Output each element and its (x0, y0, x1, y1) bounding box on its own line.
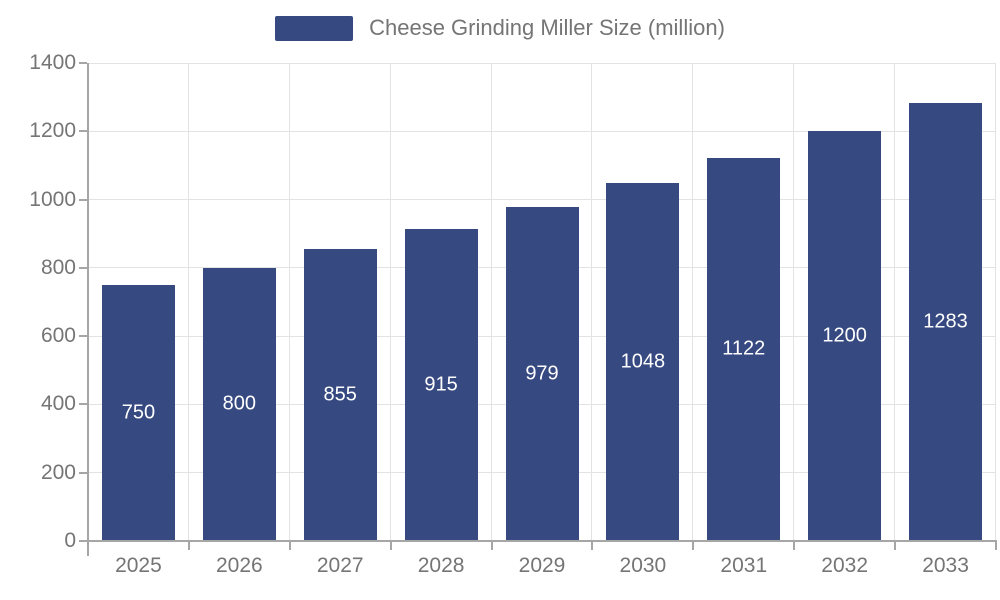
legend-swatch (275, 15, 354, 41)
y-axis-tick (79, 471, 87, 474)
v-gridline (591, 63, 593, 541)
legend[interactable]: Cheese Grinding Miller Size (million) (0, 15, 1000, 41)
v-gridline (793, 63, 795, 541)
x-tick-label: 2027 (316, 554, 364, 577)
y-tick-label: 1400 (29, 51, 76, 74)
x-axis-tick (894, 542, 897, 550)
bar[interactable]: 750 (101, 284, 175, 541)
h-gridline (88, 199, 996, 201)
y-tick-label: 200 (40, 460, 76, 484)
v-gridline (894, 63, 896, 541)
x-tick-label: 2029 (518, 554, 566, 577)
v-gridline (692, 63, 694, 541)
x-tick-label: 2031 (720, 554, 768, 577)
x-axis-line (87, 540, 997, 542)
bar-value-label: 1048 (620, 350, 666, 373)
bar[interactable]: 915 (404, 228, 478, 541)
v-gridline (288, 63, 290, 541)
x-axis-tick (389, 542, 392, 550)
bar-value-label: 800 (222, 392, 257, 415)
y-tick-label: 600 (40, 324, 76, 348)
bar-value-label: 1122 (722, 337, 766, 360)
y-axis-tick (79, 335, 87, 338)
x-axis-tick (288, 542, 291, 550)
y-axis-tick (79, 198, 87, 201)
bar-value-label: 750 (121, 401, 156, 424)
bar-value-label: 979 (525, 362, 559, 385)
y-axis-tick (79, 540, 87, 542)
plot-area: 750 800 855 915 979 1048 1122 1200 1283 0 200 400 60… (29, 51, 997, 577)
y-axis-tick (79, 266, 87, 269)
bar[interactable]: 800 (202, 267, 276, 541)
y-tick-label: 400 (40, 392, 76, 416)
x-tick-label: 2033 (922, 554, 969, 577)
x-tick-label: 2026 (215, 554, 263, 577)
legend-label: Cheese Grinding Miller Size (million) (369, 15, 725, 40)
y-tick-label: 1200 (29, 119, 76, 143)
y-axis-tick (79, 62, 87, 64)
y-axis-tick (79, 130, 87, 133)
x-axis-tick (995, 542, 997, 550)
h-gridline (88, 62, 996, 64)
x-axis-tick (490, 542, 493, 550)
v-gridline (490, 63, 492, 541)
bar-value-label: 855 (323, 383, 357, 406)
v-gridline (995, 63, 996, 541)
h-gridline (88, 130, 996, 132)
bar[interactable]: 1122 (707, 157, 781, 541)
bar[interactable]: 979 (505, 206, 579, 541)
y-tick-label: 800 (40, 255, 76, 279)
v-gridline (389, 63, 391, 541)
x-axis-tick (87, 542, 89, 550)
v-gridline (187, 63, 189, 541)
y-axis-tick (79, 403, 87, 406)
y-tick-label: 0 (64, 529, 76, 552)
bar[interactable]: 1283 (909, 102, 983, 541)
x-axis-tick (591, 542, 594, 550)
bar-value-label: 915 (424, 373, 458, 396)
bar-value-label: 1200 (822, 324, 867, 347)
x-axis-tick (793, 542, 796, 550)
y-tick-label: 1000 (29, 187, 76, 211)
y-axis-line (87, 63, 89, 556)
x-tick-label: 2032 (821, 554, 869, 577)
x-tick-label: 2028 (417, 554, 465, 577)
bar[interactable]: 855 (303, 249, 377, 541)
bar-value-label: 1283 (923, 310, 968, 333)
bar[interactable]: 1200 (808, 131, 882, 541)
x-tick-label: 2030 (619, 554, 667, 577)
x-axis-tick (692, 542, 695, 550)
x-axis-tick (187, 542, 190, 550)
bar[interactable]: 1048 (606, 183, 680, 541)
x-tick-label: 2025 (115, 554, 162, 577)
